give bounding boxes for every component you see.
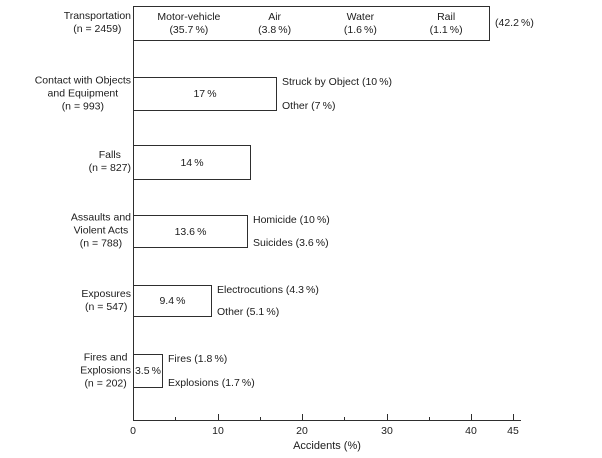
segment-rail: Rail (1.1 %)	[403, 11, 489, 37]
bar-assaults: 13.6 %	[133, 215, 248, 248]
segment-pct: (3.8 %)	[258, 23, 292, 36]
x-axis-tick-label: 45	[507, 425, 519, 437]
bar-value-label: 17 %	[193, 88, 217, 100]
callout-other-contact: Other (7 %)	[282, 100, 336, 112]
category-label-falls: Falls (n = 827)	[89, 149, 131, 175]
y-axis-line	[133, 6, 134, 420]
x-axis-major-tick	[387, 414, 388, 420]
x-axis-major-tick	[513, 414, 514, 420]
segment-pct: (35.7 %)	[169, 23, 209, 36]
callout-fires: Fires (1.8 %)	[168, 353, 228, 365]
bar-contact-with-objects: 17 %	[133, 77, 277, 111]
category-line: Assaults and	[70, 211, 131, 224]
callout-electrocutions: Electrocutions (4.3 %)	[217, 284, 319, 296]
callout-suicides: Suicides (3.6 %)	[253, 237, 329, 249]
segment-name: Rail	[437, 10, 456, 23]
bar-segment-labels: Motor-vehicle (35.7 %) Air (3.8 %) Water…	[134, 11, 489, 37]
segment-name: Air	[268, 10, 282, 23]
x-axis-tick-label: 40	[465, 425, 477, 437]
bar-exposures: 9.4 %	[133, 285, 212, 317]
category-line: Falls	[98, 149, 121, 161]
x-axis-tick-label: 0	[130, 425, 136, 437]
segment-air: Air (3.8 %)	[232, 11, 318, 37]
bar-total-label-transportation: (42.2 %)	[495, 17, 534, 29]
category-n-count: (n = 2459)	[73, 23, 122, 35]
callout-other-exposures: Other (5.1 %)	[217, 306, 280, 318]
category-line: Transportation	[63, 10, 131, 22]
bar-fires-explosions: 3.5 %	[133, 354, 163, 388]
segment-pct: (1.1 %)	[429, 23, 463, 36]
category-n-count: (n = 788)	[79, 237, 123, 250]
segment-name: Water	[346, 10, 375, 23]
x-axis-minor-tick	[429, 417, 430, 420]
category-line: Exposures	[81, 288, 131, 300]
category-label-exposures: Exposures (n = 547)	[81, 288, 131, 314]
callout-homicide: Homicide (10 %)	[253, 214, 330, 226]
x-axis-tick-label: 20	[296, 425, 308, 437]
x-axis-line	[133, 420, 521, 421]
x-axis-title: Accidents (%)	[293, 440, 361, 452]
callout-struck-by-object: Struck by Object (10 %)	[282, 76, 393, 88]
bar-value-label: 3.5 %	[134, 365, 162, 377]
category-n-count: (n = 547)	[85, 301, 128, 313]
category-line: Violent Acts	[73, 224, 129, 237]
category-label-assaults: Assaults and Violent Acts (n = 788)	[71, 212, 131, 251]
bar-value-label: 9.4 %	[159, 295, 186, 307]
x-axis-tick-label: 30	[381, 425, 393, 437]
segment-pct: (1.6 %)	[343, 23, 377, 36]
category-label-transportation: Transportation (n = 2459)	[64, 10, 131, 36]
x-axis-minor-tick	[175, 417, 176, 420]
category-line: Explosions	[80, 364, 131, 377]
category-line: Fires and	[83, 351, 128, 364]
bar-transportation: Motor-vehicle (35.7 %) Air (3.8 %) Water…	[133, 6, 490, 41]
segment-motor-vehicle: Motor-vehicle (35.7 %)	[146, 11, 232, 37]
x-axis-minor-tick	[260, 417, 261, 420]
segment-name: Motor-vehicle	[157, 10, 221, 23]
bar-falls: 14 %	[133, 145, 251, 180]
category-label-fires-explosions: Fires and Explosions (n = 202)	[80, 352, 131, 391]
bar-value-label: 13.6 %	[174, 225, 207, 238]
category-label-contact-with-objects: Contact with Objects and Equipment (n = …	[35, 75, 131, 114]
x-axis-major-tick	[218, 414, 219, 420]
x-axis-minor-tick	[344, 417, 345, 420]
x-axis-tick-label: 10	[212, 425, 224, 437]
x-axis-major-tick	[133, 414, 134, 420]
segment-water: Water (1.6 %)	[318, 11, 404, 37]
category-n-count: (n = 993)	[61, 100, 105, 113]
category-n-count: (n = 827)	[88, 162, 131, 174]
callout-explosions: Explosions (1.7 %)	[168, 377, 255, 389]
x-axis-major-tick	[471, 414, 472, 420]
x-axis-major-tick	[302, 414, 303, 420]
category-n-count: (n = 202)	[84, 377, 127, 390]
bar-value-label: 14 %	[180, 156, 204, 169]
category-line: Contact with Objects	[34, 74, 131, 87]
category-line: and Equipment	[47, 87, 119, 100]
